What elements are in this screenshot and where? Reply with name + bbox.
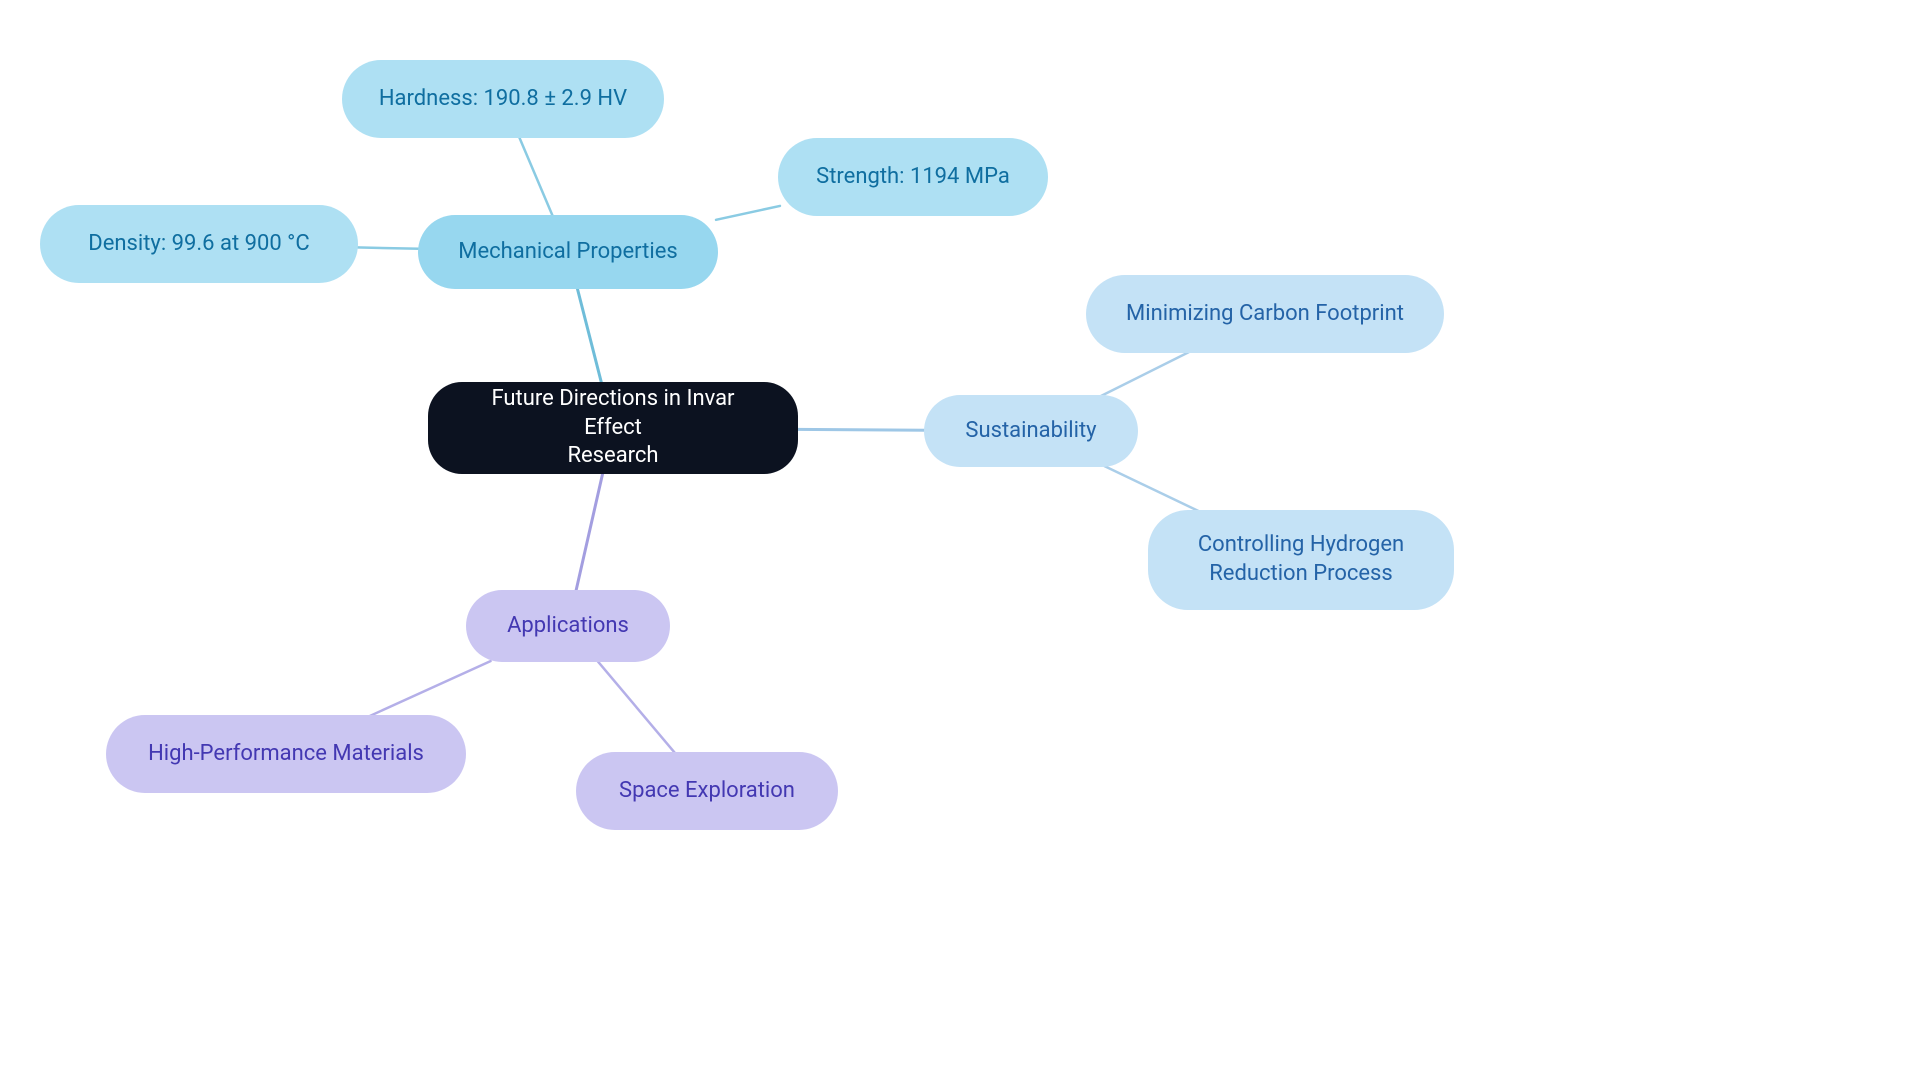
node-label: Density: 99.6 at 900 °C [88, 230, 309, 259]
node-space-exploration: Space Exploration [576, 752, 838, 830]
node-density: Density: 99.6 at 900 °C [40, 205, 358, 283]
node-label: Hardness: 190.8 ± 2.9 HV [379, 85, 627, 114]
node-label: Mechanical Properties [458, 238, 678, 267]
mindmap-diagram: Future Directions in Invar Effect Resear… [0, 0, 1920, 1083]
node-carbon-footprint: Minimizing Carbon Footprint [1086, 275, 1444, 353]
node-label: Future Directions in Invar Effect Resear… [464, 385, 762, 471]
node-label: Space Exploration [619, 777, 795, 806]
node-label: Controlling Hydrogen Reduction Process [1198, 531, 1404, 588]
node-label: Strength: 1194 MPa [816, 163, 1010, 192]
node-label: High-Performance Materials [148, 740, 424, 769]
node-applications: Applications [466, 590, 670, 662]
node-mechanical-properties: Mechanical Properties [418, 215, 718, 289]
node-hardness: Hardness: 190.8 ± 2.9 HV [342, 60, 664, 138]
node-strength: Strength: 1194 MPa [778, 138, 1048, 216]
node-label: Applications [507, 612, 629, 641]
node-label: Minimizing Carbon Footprint [1126, 300, 1404, 329]
node-label: Sustainability [965, 417, 1096, 446]
node-root: Future Directions in Invar Effect Resear… [428, 382, 798, 474]
node-sustainability: Sustainability [924, 395, 1138, 467]
node-high-performance-materials: High-Performance Materials [106, 715, 466, 793]
node-hydrogen-reduction: Controlling Hydrogen Reduction Process [1148, 510, 1454, 610]
